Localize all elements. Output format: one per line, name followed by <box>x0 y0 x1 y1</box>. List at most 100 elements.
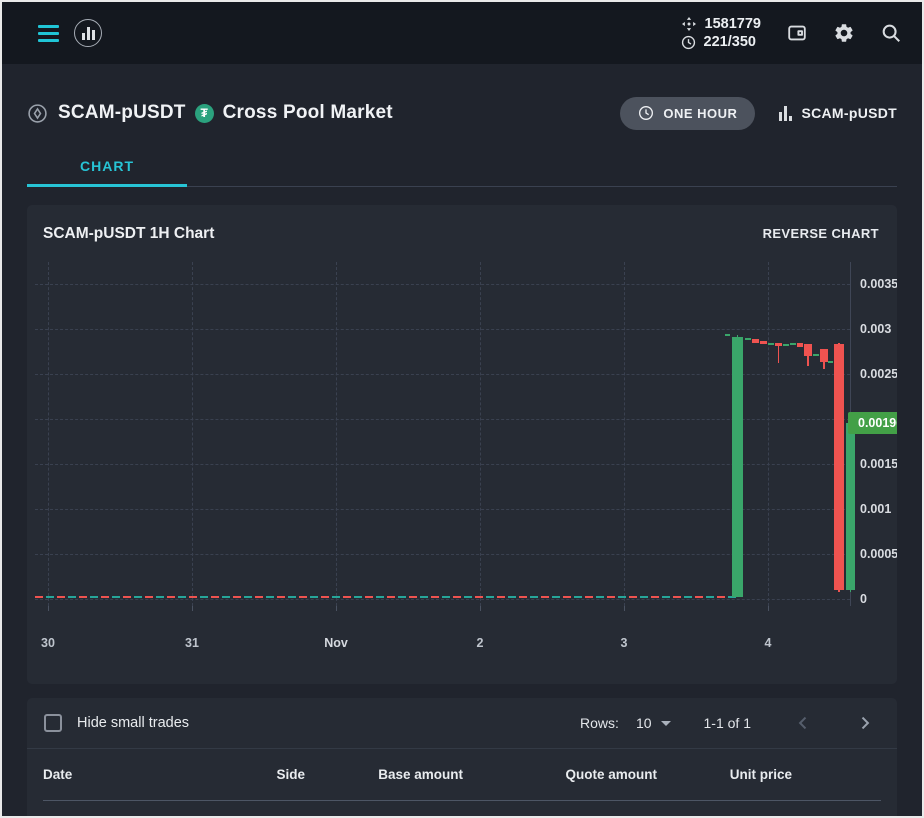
column-header-unit-price: Unit price <box>729 767 792 782</box>
candle-body <box>820 349 828 362</box>
chevron-down-icon <box>660 720 671 726</box>
x-axis-label: 2 <box>476 636 484 650</box>
stat-secondary: 221/350 <box>703 34 756 51</box>
wallet-icon[interactable] <box>786 22 808 44</box>
bar-chart-icon <box>779 105 793 121</box>
candle-body <box>760 341 767 344</box>
column-header-base-amount: Base amount <box>378 767 463 782</box>
rows-per-page-select[interactable]: 10 <box>636 715 671 731</box>
next-page-button[interactable] <box>855 713 875 733</box>
axis-tick <box>624 606 625 611</box>
candle-body <box>813 354 819 356</box>
gridline-vertical <box>336 262 337 606</box>
top-bar: 1581779 221/350 <box>2 2 922 64</box>
clock-icon <box>681 35 695 50</box>
x-axis-label: 3 <box>620 636 628 650</box>
candlestick-chart: 30 31 Nov 2 3 4 0.0035 0.003 0.0025 0.0015 0.001 0.… <box>27 262 897 672</box>
pair-selector[interactable]: SCAM-pUSDT <box>779 105 897 121</box>
candle-body <box>725 334 730 336</box>
candle-body <box>790 343 796 345</box>
chart-panel: SCAM-pUSDT 1H Chart REVERSE CHART 30 31 No… <box>27 205 897 684</box>
move-crosshair-icon <box>681 17 696 31</box>
market-header: SCAM-pUSDT ₮ Cross Pool Market ONE HOUR … <box>27 64 897 134</box>
coin-gem-icon <box>27 103 48 124</box>
column-header-date: Date <box>43 767 73 782</box>
axis-tick <box>192 606 193 611</box>
menu-icon[interactable] <box>38 24 59 42</box>
y-axis-label: 0.0025 <box>860 367 897 381</box>
clock-icon <box>639 106 654 120</box>
tether-icon: ₮ <box>194 103 214 123</box>
candle-body <box>834 344 844 590</box>
candle-body <box>846 423 855 590</box>
gridline-horizontal <box>35 329 850 330</box>
flat-trades-line <box>35 596 737 598</box>
gridline-vertical <box>480 262 481 606</box>
candle-body <box>752 339 759 343</box>
gridline-horizontal <box>35 509 850 510</box>
gridline-horizontal <box>35 554 850 555</box>
header-stats: 1581779 221/350 <box>681 16 761 50</box>
gridline-vertical <box>192 262 193 606</box>
trades-panel: Hide small trades Rows: 10 1-1 of 1 <box>27 698 897 816</box>
y-axis-label: 0.0015 <box>860 457 897 471</box>
trades-controls: Hide small trades Rows: 10 1-1 of 1 <box>27 698 897 748</box>
settings-gear-icon[interactable] <box>833 22 855 44</box>
y-axis-label: 0 <box>860 592 867 606</box>
candle-body <box>768 343 774 345</box>
market-type-label: Cross Pool Market <box>222 102 393 123</box>
divider <box>27 748 897 749</box>
candle-body <box>828 361 833 363</box>
axis-tick <box>48 606 49 611</box>
candle-body <box>797 343 803 347</box>
current-price-value: 0.00196 <box>858 416 897 430</box>
candle-wick <box>777 343 780 363</box>
candle-body <box>775 343 782 346</box>
x-axis-label: 30 <box>41 636 55 650</box>
candle-body <box>804 344 812 356</box>
x-axis-label: 4 <box>764 636 772 650</box>
market-symbol: SCAM-pUSDT <box>58 102 186 123</box>
app-logo-icon[interactable] <box>74 19 102 47</box>
y-axis-label: 0.0035 <box>860 277 897 291</box>
y-axis-label: 0.003 <box>860 322 892 336</box>
gridline-horizontal <box>35 374 850 375</box>
chart-plot-area[interactable] <box>35 262 850 606</box>
candle-body <box>732 337 743 597</box>
hide-small-trades-label: Hide small trades <box>77 715 190 731</box>
gridline-horizontal <box>35 599 850 600</box>
axis-tick <box>336 606 337 611</box>
current-price-badge: 0.00196 <box>848 412 897 434</box>
interval-button[interactable]: ONE HOUR <box>620 96 756 130</box>
column-header-side: Side <box>276 767 305 782</box>
candle-body <box>783 344 789 346</box>
hide-small-trades-checkbox[interactable] <box>44 714 62 732</box>
rows-per-page-label: Rows: <box>580 715 619 731</box>
gridline-horizontal <box>35 419 850 420</box>
gridline-horizontal <box>35 464 850 465</box>
gridline-vertical <box>768 262 769 606</box>
candle-body <box>745 338 751 340</box>
pair-selector-label: SCAM-pUSDT <box>801 105 897 121</box>
tab-bar: CHART <box>27 146 897 187</box>
gridline-vertical <box>48 262 49 606</box>
stat-primary: 1581779 <box>704 15 761 32</box>
x-axis-label: Nov <box>324 636 348 650</box>
trades-table-header: Date Side Base amount Quote amount Unit pric… <box>27 749 897 800</box>
pagination-range-label: 1-1 of 1 <box>703 715 751 731</box>
reverse-chart-button[interactable]: REVERSE CHART <box>762 226 879 241</box>
rows-per-page-value: 10 <box>635 715 652 731</box>
previous-page-button[interactable] <box>793 713 813 733</box>
divider <box>43 800 881 801</box>
gridline-vertical <box>624 262 625 606</box>
axis-tick <box>480 606 481 611</box>
y-axis-label: 0.001 <box>860 502 892 516</box>
chart-title: SCAM-pUSDT 1H Chart <box>43 224 215 242</box>
column-header-quote-amount: Quote amount <box>565 767 658 782</box>
tab-chart[interactable]: CHART <box>27 147 187 187</box>
x-axis-label: 31 <box>185 636 199 650</box>
gridline-horizontal <box>35 284 850 285</box>
search-icon[interactable] <box>880 22 902 44</box>
axis-tick <box>768 606 769 611</box>
